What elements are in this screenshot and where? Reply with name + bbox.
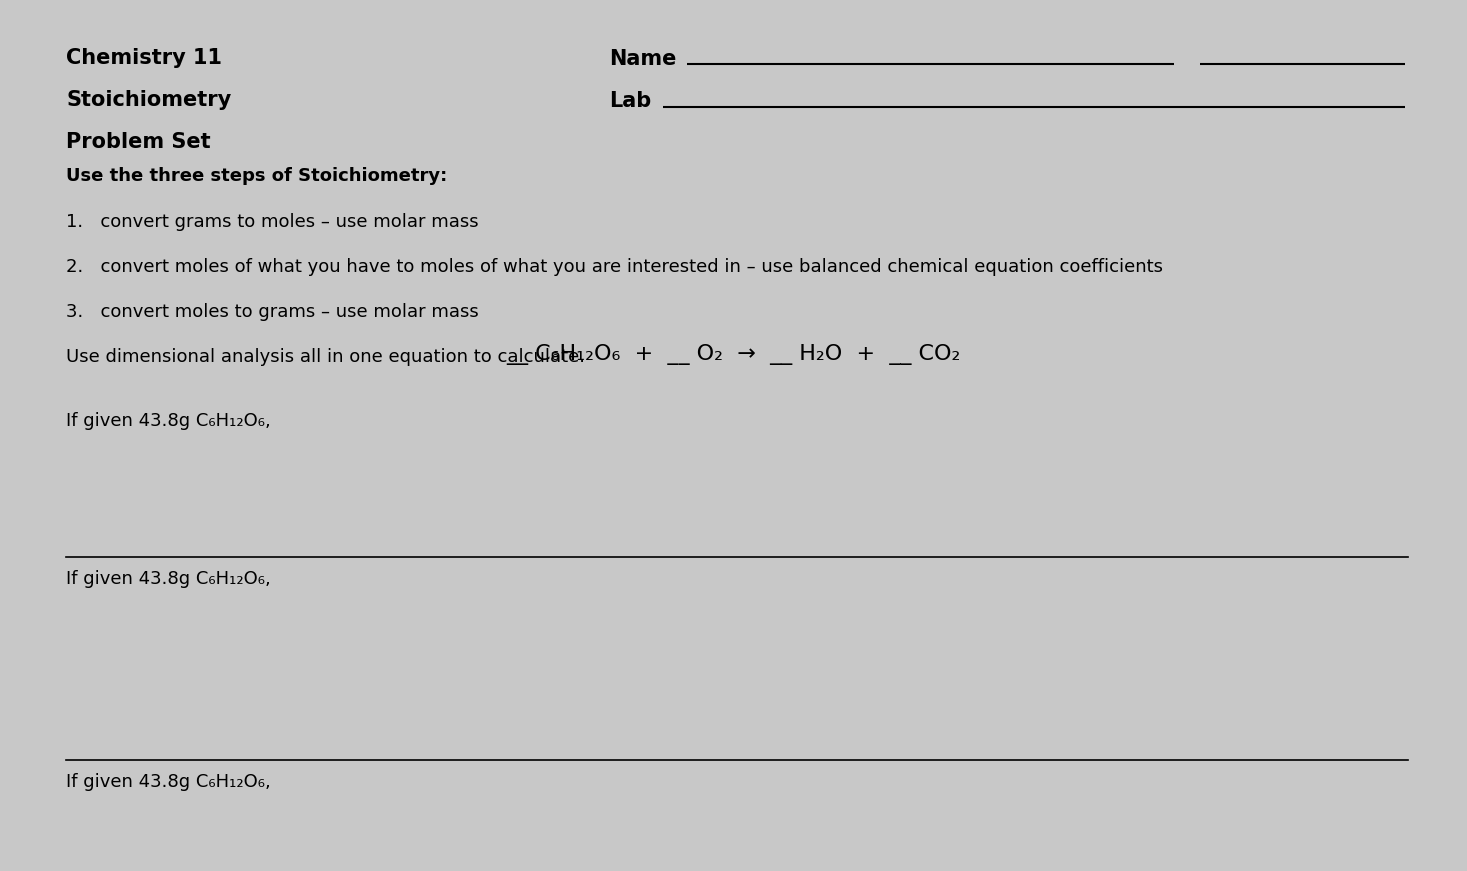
Text: If given 43.8g C₆H₁₂O₆,: If given 43.8g C₆H₁₂O₆, <box>66 412 276 430</box>
Text: Problem Set: Problem Set <box>66 132 211 152</box>
Text: If given 43.8g C₆H₁₂O₆,: If given 43.8g C₆H₁₂O₆, <box>66 570 276 588</box>
Text: __ C₆H₁₂O₆  +  __ O₂  →  __ H₂O  +  __ CO₂: __ C₆H₁₂O₆ + __ O₂ → __ H₂O + __ CO₂ <box>506 344 961 365</box>
Text: Use dimensional analysis all in one equation to calculate.: Use dimensional analysis all in one equa… <box>66 348 585 367</box>
Text: 1.   convert grams to moles – use molar mass: 1. convert grams to moles – use molar ma… <box>66 213 478 231</box>
Text: Lab: Lab <box>609 91 651 111</box>
Text: 3.   convert moles to grams – use molar mass: 3. convert moles to grams – use molar ma… <box>66 303 478 321</box>
Text: Use the three steps of Stoichiometry:: Use the three steps of Stoichiometry: <box>66 167 447 186</box>
Text: Chemistry 11: Chemistry 11 <box>66 48 222 68</box>
Text: Name: Name <box>609 49 676 69</box>
Text: 2.   convert moles of what you have to moles of what you are interested in – use: 2. convert moles of what you have to mol… <box>66 258 1163 276</box>
Text: If given 43.8g C₆H₁₂O₆,: If given 43.8g C₆H₁₂O₆, <box>66 773 276 792</box>
Text: Stoichiometry: Stoichiometry <box>66 90 232 110</box>
